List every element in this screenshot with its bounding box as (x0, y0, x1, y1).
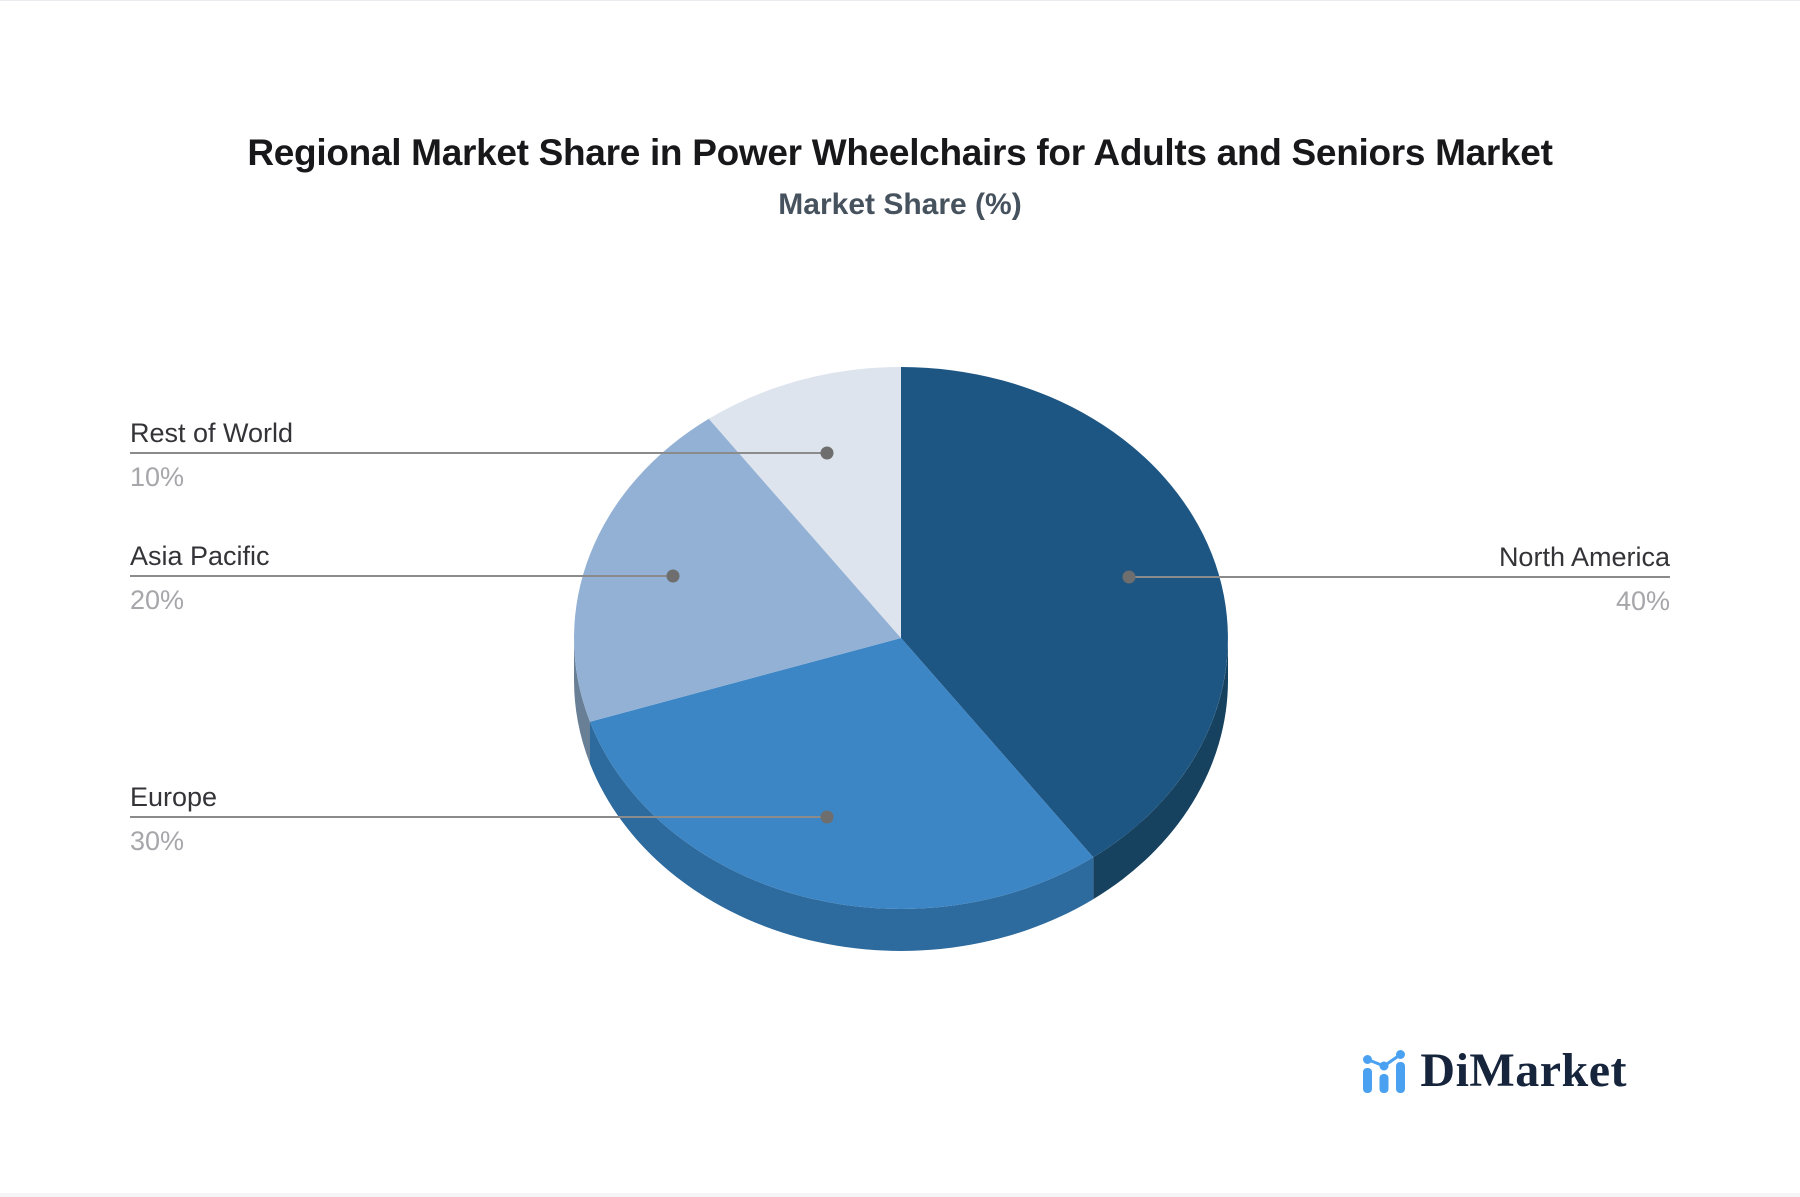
pie-slice-europe[interactable] (590, 638, 1094, 909)
pie-slice-rest-of-world[interactable] (708, 367, 901, 638)
pie-slice-side-north-america (1093, 638, 1228, 900)
bar-line-chart-icon (1363, 1050, 1406, 1093)
label-dot-asia-pacific (666, 569, 680, 583)
slice-label-name-north-america: North America (1498, 542, 1670, 572)
brand-name: DiMarket (1420, 1043, 1627, 1097)
slice-label-name-asia-pacific: Asia Pacific (130, 541, 270, 571)
slice-label-name-europe: Europe (130, 782, 218, 812)
slice-label-pct-europe: 30% (130, 826, 185, 856)
brand-logo: DiMarket (1361, 1043, 1627, 1097)
slice-label-pct-north-america: 40% (1615, 586, 1670, 616)
pie-slice-asia-pacific[interactable] (574, 418, 901, 722)
slice-label-name-rest-of-world: Rest of World (130, 418, 294, 448)
pie-slice-north-america[interactable] (901, 367, 1228, 858)
label-dot-north-america (1122, 570, 1136, 584)
chart-title: Regional Market Share in Power Wheelchai… (247, 132, 1553, 173)
slice-label-pct-rest-of-world: 10% (130, 462, 185, 492)
pie-slice-side-asia-pacific (574, 638, 590, 764)
pie-slice-side-europe (590, 721, 1094, 951)
label-dot-europe (820, 810, 834, 824)
chart-subtitle: Market Share (%) (778, 188, 1022, 221)
slice-label-pct-asia-pacific: 20% (130, 585, 185, 615)
label-dot-rest-of-world (820, 446, 834, 460)
